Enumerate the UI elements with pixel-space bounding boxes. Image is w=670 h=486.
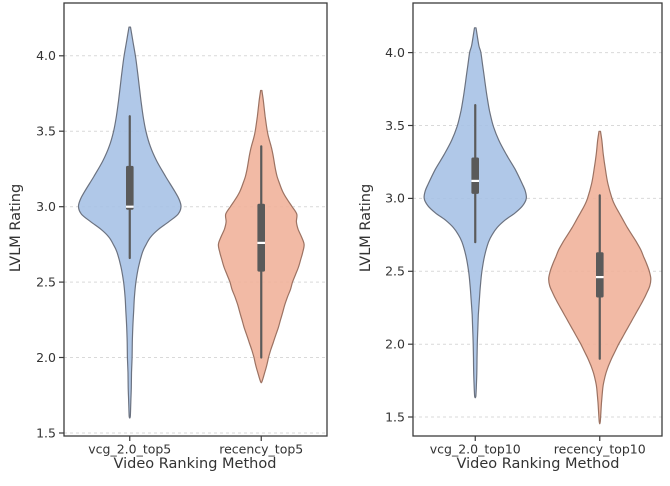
median-mark-vcg_2.0_top5: [126, 205, 134, 208]
subplot-1: 4.0 3.5 3.0 2.5 2.0 1.5 vcg_2.0_top10 recency_t…: [385, 2, 663, 457]
x-axis-label-left: Video Ranking Method: [113, 456, 277, 472]
quartile-box-vcg_2.0_top5: [126, 165, 134, 210]
axes-spines: [412, 2, 663, 437]
y-tick-label: 3.0: [36, 199, 56, 214]
y-tick-label: 3.0: [385, 191, 405, 206]
median-mark-recency_top5: [257, 241, 265, 244]
y-tick-label: 4.0: [385, 45, 405, 60]
x-axis-label-right: Video Ranking Method: [456, 456, 620, 472]
x-tick-label: vcg_2.0_top5: [88, 442, 171, 457]
median-mark-recency_top10: [596, 276, 604, 279]
y-tick-label: 1.5: [385, 409, 405, 424]
subplot-0: 4.0 3.5 3.0 2.5 2.0 1.5 vcg_2.0_top5 recency_to…: [36, 2, 328, 457]
y-tick-label: 1.5: [36, 425, 56, 440]
median-mark-vcg_2.0_top10: [471, 179, 479, 182]
x-tick-label: vcg_2.0_top10: [430, 442, 521, 457]
quartile-box-recency_top5: [257, 203, 265, 272]
x-tick-label: recency_top5: [219, 442, 303, 457]
y-tick-label: 4.0: [36, 48, 56, 63]
y-tick-label: 3.5: [385, 118, 405, 133]
y-tick-label: 2.0: [385, 337, 405, 352]
y-tick-label: 3.5: [36, 124, 56, 139]
y-tick-label: 2.5: [385, 264, 405, 279]
x-tick-label: recency_top10: [554, 442, 646, 457]
y-tick-label: 2.5: [36, 274, 56, 289]
y-axis-label-right: LVLM Rating: [358, 183, 374, 273]
quartile-box-recency_top10: [596, 252, 604, 298]
y-tick-label: 2.0: [36, 350, 56, 365]
y-axis-label-left: LVLM Rating: [8, 183, 24, 273]
axes-spines: [63, 2, 328, 437]
quartile-box-vcg_2.0_top10: [471, 157, 479, 194]
